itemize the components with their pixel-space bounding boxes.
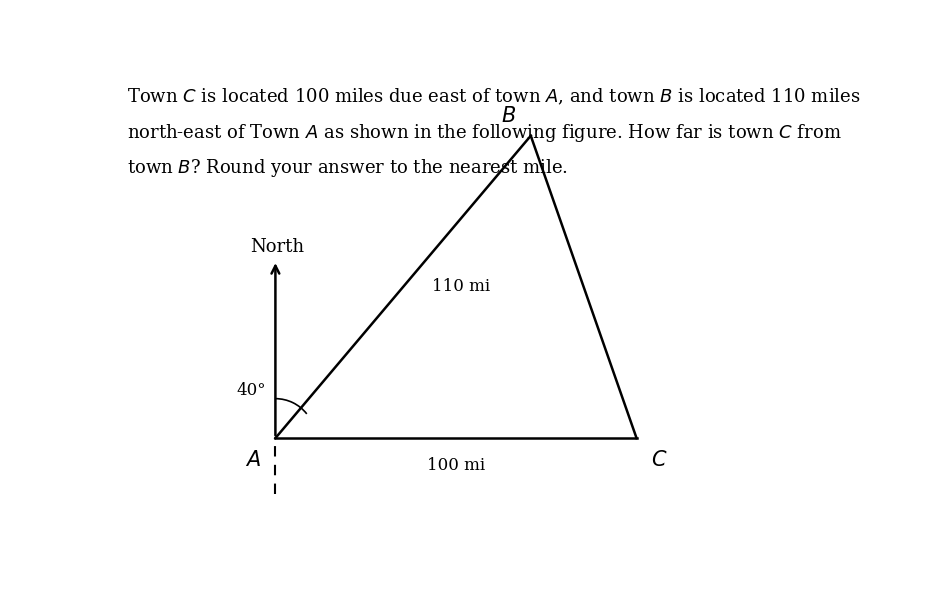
Text: 110 mi: 110 mi — [432, 278, 490, 295]
Text: $B$: $B$ — [501, 106, 516, 126]
Text: town $B$? Round your answer to the nearest mile.: town $B$? Round your answer to the neare… — [128, 157, 569, 179]
Text: 40°: 40° — [237, 382, 267, 398]
Text: $C$: $C$ — [651, 450, 667, 470]
Text: Town $C$ is located 100 miles due east of town $A$, and town $B$ is located 110 : Town $C$ is located 100 miles due east o… — [128, 87, 861, 107]
Text: $A$: $A$ — [245, 450, 261, 470]
Text: North: North — [250, 238, 304, 255]
Text: 100 mi: 100 mi — [427, 457, 485, 474]
Text: north-east of Town $A$ as shown in the following figure. How far is town $C$ fro: north-east of Town $A$ as shown in the f… — [128, 122, 842, 144]
